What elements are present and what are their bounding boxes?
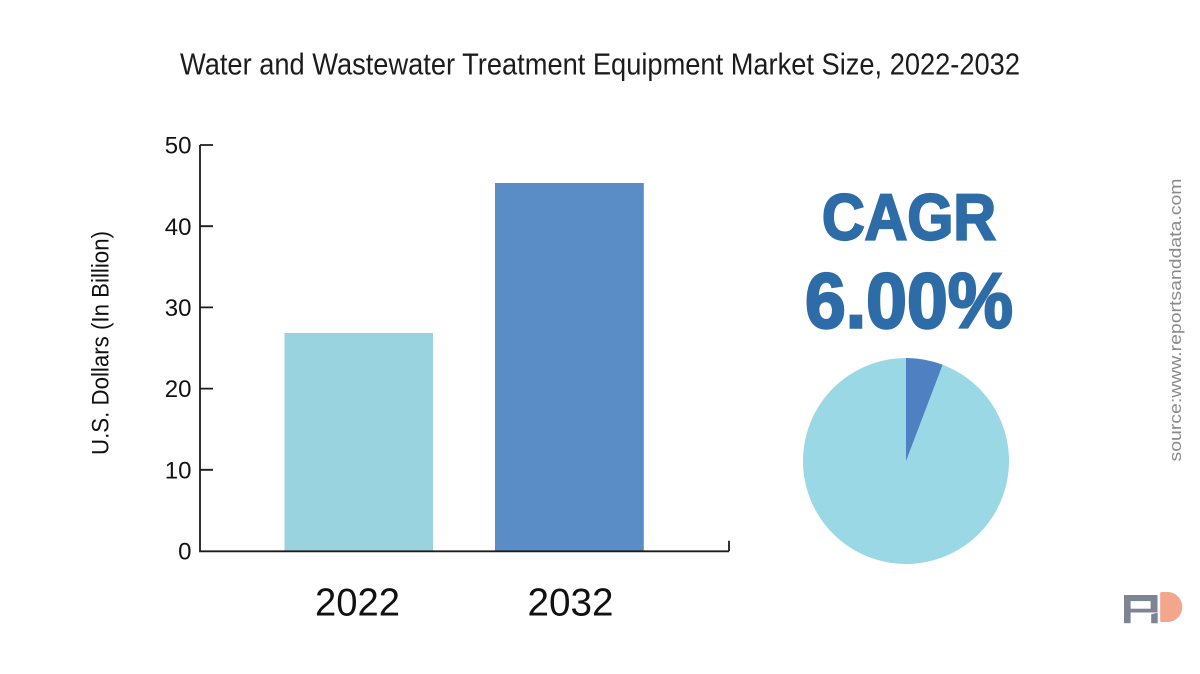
svg-text:40: 40	[165, 214, 192, 241]
svg-text:10: 10	[165, 457, 192, 484]
svg-text:CAGR: CAGR	[822, 181, 996, 253]
svg-text:50: 50	[165, 133, 192, 160]
svg-text:U.S. Dollars (In Billion): U.S. Dollars (In Billion)	[88, 231, 115, 455]
svg-text:20: 20	[165, 376, 192, 403]
svg-text:30: 30	[165, 295, 192, 322]
svg-text:6.00%: 6.00%	[805, 257, 1013, 345]
svg-text:0: 0	[178, 539, 191, 566]
svg-text:source:www.reportsanddata.com: source:www.reportsanddata.com	[1166, 179, 1185, 462]
svg-text:Water and Wastewater Treatment: Water and Wastewater Treatment Equipment…	[180, 48, 1020, 82]
svg-text:2022: 2022	[315, 582, 400, 625]
svg-text:2032: 2032	[528, 582, 614, 625]
